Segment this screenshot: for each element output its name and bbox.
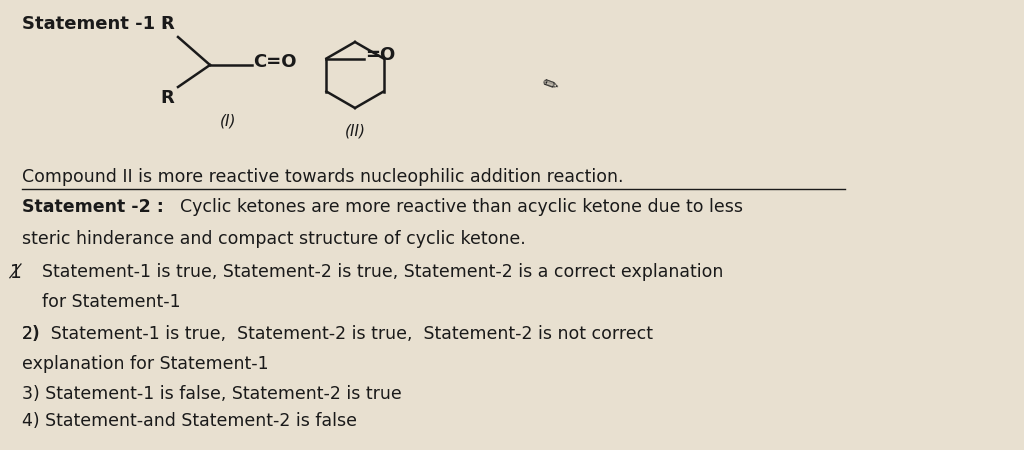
Text: Statement -1 :: Statement -1 :: [22, 15, 169, 33]
Text: steric hinderance and compact structure of cyclic ketone.: steric hinderance and compact structure …: [22, 230, 525, 248]
Text: 2)  Statement-1 is true,  Statement-2 is true,  Statement-2 is not correct: 2) Statement-1 is true, Statement-2 is t…: [22, 325, 653, 343]
Text: =O: =O: [366, 46, 395, 64]
Text: R: R: [160, 15, 174, 33]
Text: (II): (II): [344, 123, 366, 138]
Text: Cyclic ketones are more reactive than acyclic ketone due to less: Cyclic ketones are more reactive than ac…: [180, 198, 743, 216]
Text: Compound II is more reactive towards nucleophilic addition reaction.: Compound II is more reactive towards nuc…: [22, 168, 624, 186]
Text: Statement -2 :: Statement -2 :: [22, 198, 164, 216]
Text: explanation for Statement-1: explanation for Statement-1: [22, 355, 268, 373]
Text: 3) Statement-1 is false, Statement-2 is true: 3) Statement-1 is false, Statement-2 is …: [22, 385, 401, 403]
Text: ✏: ✏: [539, 73, 561, 97]
Text: R: R: [160, 89, 174, 107]
Text: C=O: C=O: [253, 53, 297, 71]
Text: for Statement-1: for Statement-1: [42, 293, 180, 311]
Text: (I): (I): [220, 113, 237, 128]
Text: Statement-1 is true, Statement-2 is true, Statement-2 is a correct explanation: Statement-1 is true, Statement-2 is true…: [42, 263, 723, 281]
Text: 4) Statement-and Statement-2 is false: 4) Statement-and Statement-2 is false: [22, 412, 357, 430]
Text: 1̸: 1̸: [10, 263, 22, 282]
Text: 2): 2): [22, 325, 40, 343]
